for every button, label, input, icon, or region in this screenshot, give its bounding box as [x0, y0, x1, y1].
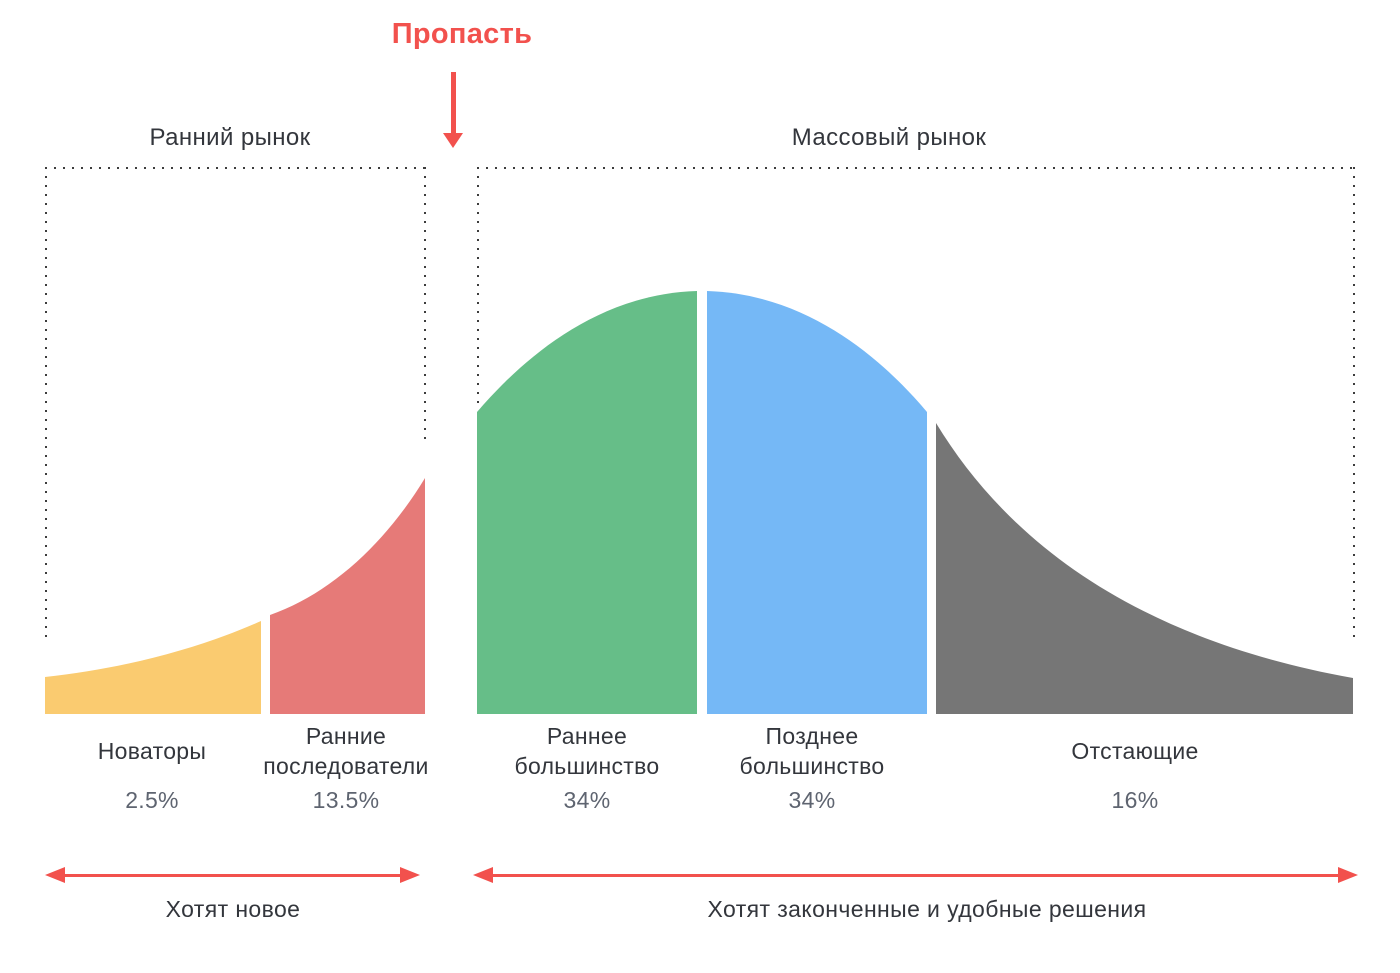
segment-percent-late-majority: 34%: [788, 787, 836, 813]
chasm-arrow-line: [451, 72, 456, 134]
early-market-box-top-border: [45, 167, 426, 169]
segment-label-early-majority: Раннее большинство: [514, 722, 660, 779]
arrow-line: [487, 874, 1344, 877]
segment-label-late-majority: Позднее большинство: [739, 722, 885, 779]
mass-market-box-top-border: [477, 167, 1355, 169]
segment-label-innovators: Новаторы: [97, 737, 207, 764]
mass-market-label: Массовый рынок: [791, 124, 987, 151]
early-market-range-arrow: [45, 867, 420, 883]
innovators-area: [45, 621, 261, 714]
segment-percent-early-majority: 34%: [563, 787, 611, 813]
early-majority-area: [477, 291, 697, 714]
arrow-left-icon: [473, 867, 493, 883]
early-market-label: Ранний рынок: [149, 124, 311, 151]
early-market-want-label: Хотят новое: [165, 896, 301, 922]
chasm-title: Пропасть: [391, 18, 533, 50]
laggards-area: [936, 423, 1353, 714]
arrow-line: [59, 874, 406, 877]
early-market-box-right-border: [424, 167, 426, 443]
mass-market-want-label: Хотят законченные и удобные решения: [707, 896, 1147, 922]
segment-label-early-adopters: Ранние последователи: [263, 722, 429, 779]
arrow-right-icon: [1338, 867, 1358, 883]
early-adopters-area: [270, 478, 425, 714]
arrow-left-icon: [45, 867, 65, 883]
segment-percent-innovators: 2.5%: [125, 787, 179, 813]
chasm-arrow-down-icon: [443, 133, 463, 148]
segment-percent-laggards: 16%: [1111, 787, 1159, 813]
segment-percent-early-adopters: 13.5%: [312, 787, 380, 813]
late-majority-area: [707, 291, 927, 714]
mass-market-range-arrow: [473, 867, 1358, 883]
segment-label-laggards: Отстающие: [1071, 737, 1199, 764]
early-market-box-left-border: [45, 167, 47, 641]
mass-market-box-right-border: [1353, 167, 1355, 638]
mass-market-box-left-border: [477, 167, 479, 409]
arrow-right-icon: [400, 867, 420, 883]
